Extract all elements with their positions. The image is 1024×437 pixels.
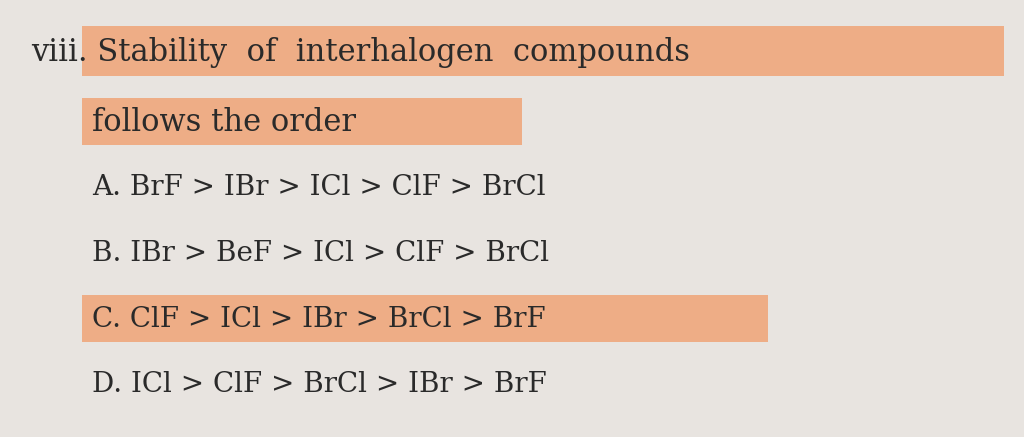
Text: B. IBr > BeF > ICl > ClF > BrCl: B. IBr > BeF > ICl > ClF > BrCl (92, 240, 549, 267)
Text: D. ICl > ClF > BrCl > IBr > BrF: D. ICl > ClF > BrCl > IBr > BrF (92, 371, 547, 398)
Text: viii. Stability  of  interhalogen  compounds: viii. Stability of interhalogen compound… (31, 37, 690, 68)
Text: follows the order: follows the order (92, 107, 356, 138)
FancyBboxPatch shape (82, 26, 1004, 76)
Text: A. BrF > IBr > ICl > ClF > BrCl: A. BrF > IBr > ICl > ClF > BrCl (92, 174, 546, 201)
FancyBboxPatch shape (82, 98, 522, 145)
FancyBboxPatch shape (82, 295, 768, 342)
Text: C. ClF > ICl > IBr > BrCl > BrF: C. ClF > ICl > IBr > BrCl > BrF (92, 305, 546, 333)
